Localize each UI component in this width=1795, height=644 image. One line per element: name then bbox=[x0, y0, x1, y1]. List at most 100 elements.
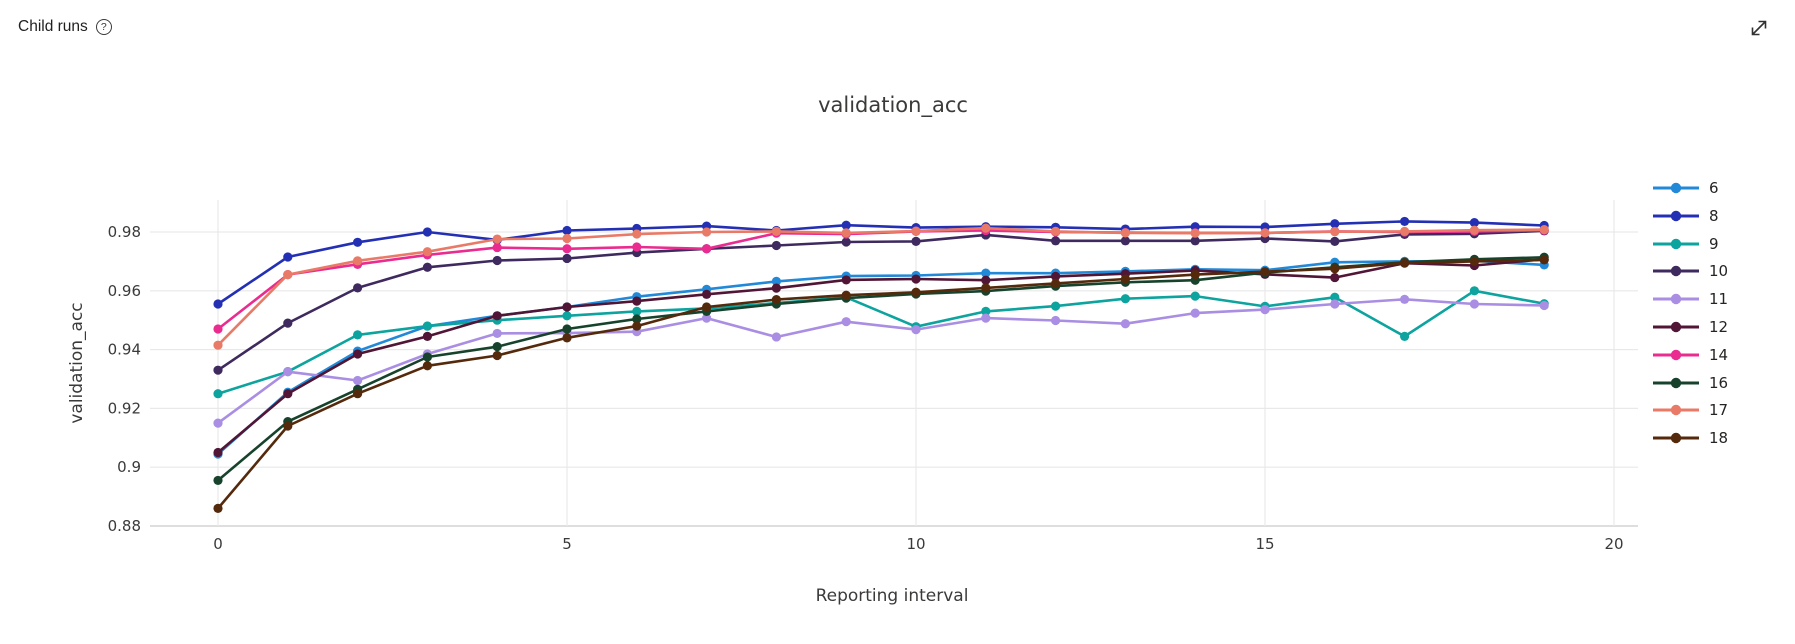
data-point-18-14[interactable] bbox=[1190, 270, 1200, 280]
data-point-6-11[interactable] bbox=[981, 268, 991, 278]
data-point-16-0[interactable] bbox=[213, 475, 223, 486]
data-point-9-2[interactable] bbox=[353, 330, 363, 340]
data-point-12-9[interactable] bbox=[841, 275, 851, 285]
series-12[interactable] bbox=[213, 254, 1549, 458]
data-point-8-17[interactable] bbox=[1400, 216, 1410, 227]
data-point-18-2[interactable] bbox=[353, 389, 363, 399]
data-point-12-8[interactable] bbox=[771, 283, 782, 293]
data-point-18-18[interactable] bbox=[1469, 256, 1479, 266]
data-point-18-9[interactable] bbox=[841, 290, 851, 300]
data-point-9-14[interactable] bbox=[1190, 291, 1200, 301]
data-point-14-0[interactable] bbox=[213, 324, 223, 334]
data-point-9-18[interactable] bbox=[1469, 286, 1479, 296]
data-point-11-11[interactable] bbox=[981, 313, 991, 323]
data-point-8-16[interactable] bbox=[1330, 219, 1340, 229]
data-point-6-8[interactable] bbox=[771, 276, 782, 286]
data-point-12-4[interactable] bbox=[492, 311, 502, 321]
data-point-12-0[interactable] bbox=[213, 447, 223, 458]
data-point-9-17[interactable] bbox=[1400, 331, 1410, 341]
legend-item-11[interactable]: 11 bbox=[1652, 289, 1728, 309]
legend-item-12[interactable]: 12 bbox=[1652, 317, 1728, 337]
data-point-16-3[interactable] bbox=[422, 352, 432, 362]
data-point-18-10[interactable] bbox=[911, 287, 921, 297]
data-point-10-8[interactable] bbox=[771, 240, 782, 251]
data-point-18-19[interactable] bbox=[1539, 255, 1549, 265]
data-point-18-12[interactable] bbox=[1051, 278, 1061, 289]
data-point-10-16[interactable] bbox=[1330, 236, 1340, 247]
data-point-11-13[interactable] bbox=[1120, 319, 1130, 329]
data-point-17-3[interactable] bbox=[422, 247, 432, 257]
data-point-11-15[interactable] bbox=[1260, 305, 1270, 315]
legend-item-10[interactable]: 10 bbox=[1652, 261, 1728, 281]
data-point-8-5[interactable] bbox=[562, 225, 572, 236]
data-point-11-0[interactable] bbox=[213, 418, 223, 428]
data-point-9-11[interactable] bbox=[981, 306, 991, 316]
data-point-12-7[interactable] bbox=[702, 289, 712, 299]
legend-item-16[interactable]: 16 bbox=[1652, 373, 1728, 393]
series-10[interactable] bbox=[213, 226, 1549, 375]
data-point-11-8[interactable] bbox=[771, 332, 782, 342]
data-point-11-2[interactable] bbox=[353, 375, 363, 386]
data-point-17-12[interactable] bbox=[1051, 226, 1061, 237]
data-point-17-9[interactable] bbox=[841, 228, 851, 238]
data-point-18-16[interactable] bbox=[1330, 264, 1340, 274]
data-point-9-0[interactable] bbox=[213, 389, 223, 399]
data-point-18-11[interactable] bbox=[981, 283, 991, 293]
legend-item-17[interactable]: 17 bbox=[1652, 400, 1728, 420]
data-point-14-5[interactable] bbox=[562, 244, 572, 254]
data-point-12-3[interactable] bbox=[422, 331, 432, 341]
data-point-10-5[interactable] bbox=[562, 253, 572, 264]
data-point-17-4[interactable] bbox=[492, 234, 502, 244]
data-point-17-19[interactable] bbox=[1539, 225, 1549, 235]
data-point-17-10[interactable] bbox=[911, 226, 921, 236]
data-point-18-15[interactable] bbox=[1260, 267, 1270, 277]
data-point-10-12[interactable] bbox=[1051, 236, 1061, 246]
data-point-9-13[interactable] bbox=[1120, 294, 1130, 304]
data-point-8-1[interactable] bbox=[283, 252, 293, 262]
data-point-17-8[interactable] bbox=[771, 226, 782, 237]
data-point-17-6[interactable] bbox=[632, 229, 642, 239]
data-point-9-6[interactable] bbox=[632, 306, 642, 316]
data-point-17-18[interactable] bbox=[1469, 225, 1479, 235]
data-point-11-1[interactable] bbox=[283, 367, 293, 377]
data-point-12-5[interactable] bbox=[562, 302, 572, 312]
data-point-12-1[interactable] bbox=[283, 389, 293, 399]
series-16[interactable] bbox=[213, 252, 1549, 486]
data-point-9-12[interactable] bbox=[1051, 301, 1061, 311]
data-point-10-2[interactable] bbox=[353, 283, 363, 293]
data-point-17-17[interactable] bbox=[1400, 226, 1410, 237]
data-point-11-16[interactable] bbox=[1330, 299, 1340, 309]
data-point-18-1[interactable] bbox=[283, 421, 293, 431]
data-point-17-1[interactable] bbox=[283, 270, 293, 280]
data-point-18-13[interactable] bbox=[1120, 274, 1130, 284]
data-point-11-4[interactable] bbox=[492, 328, 502, 339]
legend-item-18[interactable]: 18 bbox=[1652, 428, 1728, 448]
data-point-10-0[interactable] bbox=[213, 365, 223, 375]
data-point-11-12[interactable] bbox=[1051, 315, 1061, 326]
data-point-16-5[interactable] bbox=[562, 324, 572, 334]
legend-item-6[interactable]: 6 bbox=[1652, 178, 1728, 198]
data-point-9-5[interactable] bbox=[562, 311, 572, 321]
data-point-11-9[interactable] bbox=[841, 317, 851, 327]
data-point-17-5[interactable] bbox=[562, 233, 572, 244]
data-point-11-7[interactable] bbox=[702, 313, 712, 323]
data-point-11-18[interactable] bbox=[1469, 299, 1479, 309]
data-point-17-16[interactable] bbox=[1330, 227, 1340, 237]
data-point-8-3[interactable] bbox=[422, 227, 432, 237]
data-point-11-14[interactable] bbox=[1190, 308, 1200, 318]
data-point-11-19[interactable] bbox=[1539, 300, 1549, 311]
help-icon[interactable]: ? bbox=[95, 19, 112, 35]
data-point-18-3[interactable] bbox=[422, 361, 432, 371]
series-18[interactable] bbox=[213, 255, 1549, 513]
data-point-18-5[interactable] bbox=[562, 333, 572, 343]
data-point-12-10[interactable] bbox=[911, 274, 921, 284]
data-point-12-6[interactable] bbox=[632, 296, 642, 306]
data-point-10-10[interactable] bbox=[911, 236, 921, 247]
data-point-18-4[interactable] bbox=[492, 350, 502, 361]
data-point-16-6[interactable] bbox=[632, 314, 642, 324]
expand-button[interactable] bbox=[1747, 16, 1771, 40]
legend-item-9[interactable]: 9 bbox=[1652, 234, 1728, 254]
legend-item-14[interactable]: 14 bbox=[1652, 345, 1728, 365]
data-point-17-11[interactable] bbox=[981, 223, 991, 233]
data-point-17-14[interactable] bbox=[1190, 228, 1200, 238]
